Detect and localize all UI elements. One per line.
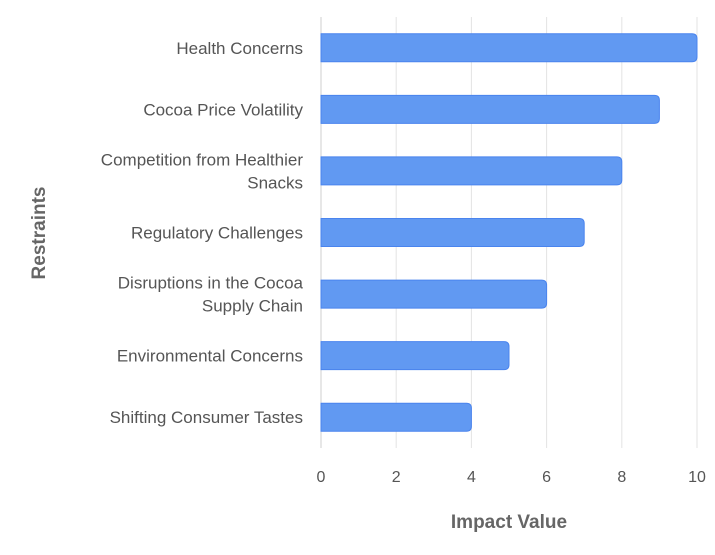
category-label: Health Concerns [176,39,303,58]
x-tick-label: 10 [688,469,706,486]
category-label: Cocoa Price Volatility [143,100,303,119]
category-label-line: Cocoa Price Volatility [143,100,303,119]
category-label-line: Regulatory Challenges [131,224,303,243]
category-label: Shifting Consumer Tastes [110,408,303,427]
category-label-line: Snacks [247,173,303,192]
category-label: Regulatory Challenges [131,224,303,243]
x-tick-label: 8 [617,469,626,486]
x-tick-label: 6 [542,469,551,486]
category-label-line: Health Concerns [176,39,303,58]
category-label-line: Environmental Concerns [117,347,303,366]
x-tick-label: 0 [317,469,326,486]
category-label-line: Disruptions in the Cocoa [118,274,304,293]
bar [320,402,472,432]
x-tick-label: 2 [392,469,401,486]
bar [320,341,510,371]
category-label-line: Competition from Healthier [101,150,304,169]
x-tick-label: 4 [467,469,476,486]
bars [320,33,698,432]
y-axis-label: Restraints [29,187,50,280]
bar [320,218,585,247]
bar [320,94,660,124]
category-label: Competition from Healthier Snacks [101,150,304,192]
bar [320,279,548,309]
bar [320,33,698,63]
bar [320,156,623,186]
category-label: Disruptions in the Cocoa Supply Chain [118,274,304,316]
category-label-line: Shifting Consumer Tastes [110,408,303,427]
category-label: Environmental Concerns [117,347,303,366]
x-axis-label: Impact Value [451,512,567,533]
category-label-line: Supply Chain [202,297,303,316]
category-labels: Health Concerns Cocoa Price Volatility Com… [101,39,304,427]
x-tick-labels: 0 2 4 6 8 10 [317,469,706,486]
